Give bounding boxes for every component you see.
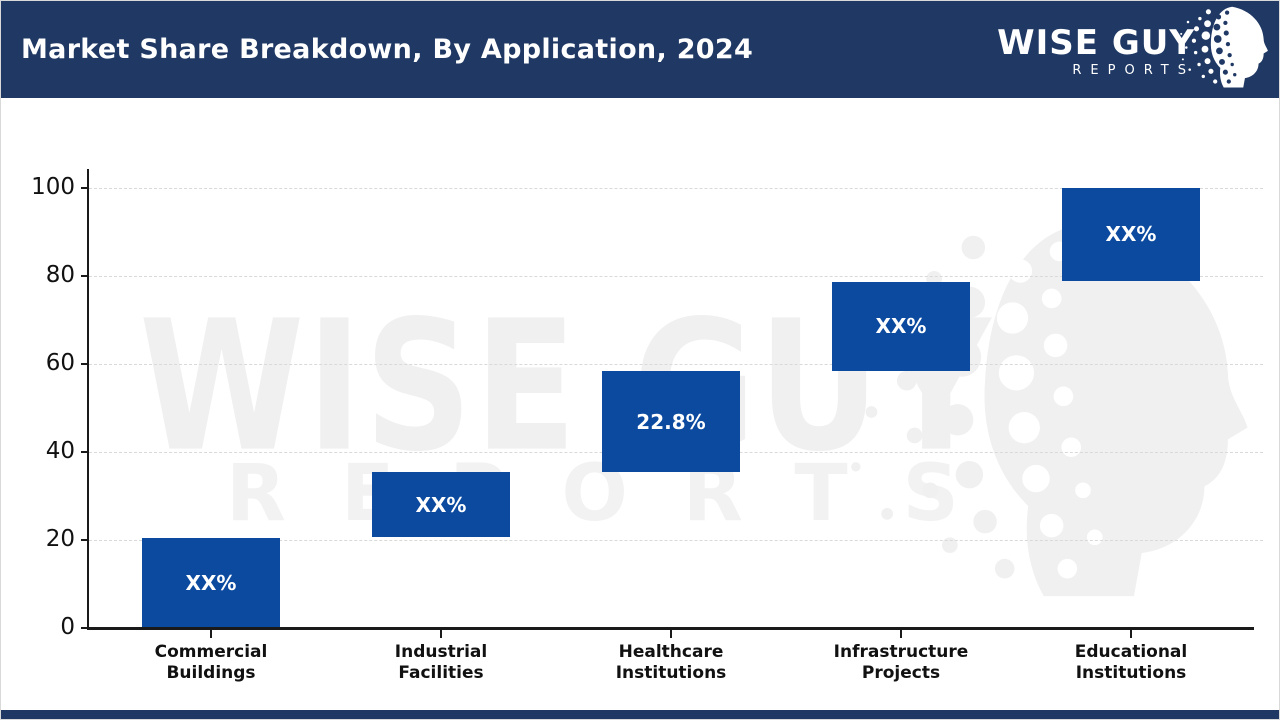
bar-value-label: XX%: [875, 314, 927, 339]
watermark-text-reports: REPORTS: [226, 449, 1014, 539]
y-tick-label-100: 100: [31, 174, 75, 200]
x-tick-mark-industrial-facilities: [440, 630, 442, 638]
y-tick-label-60: 60: [45, 350, 75, 376]
page-title: Market Share Breakdown, By Application, …: [21, 34, 754, 65]
y-tick-mark-0: [81, 627, 89, 629]
y-axis: [87, 169, 89, 630]
bar-industrial-facilities: XX%: [372, 471, 510, 538]
y-tick-label-40: 40: [45, 438, 75, 464]
footer-bar: [1, 710, 1279, 719]
bar-educational-institutions: XX%: [1062, 188, 1200, 281]
bar-value-label: XX%: [1105, 222, 1157, 247]
gridline-100: [89, 188, 1263, 189]
logo-wiseguy-text: WISE GUY: [997, 23, 1195, 63]
category-label-healthcare-institutions: Healthcare Institutions: [615, 642, 727, 683]
bar-value-label: XX%: [415, 492, 467, 517]
y-tick-mark-40: [81, 451, 89, 453]
gridline-20: [89, 540, 1263, 541]
bar-value-label: XX%: [185, 571, 237, 596]
bar-infrastructure-projects: XX%: [832, 282, 970, 371]
category-label-infrastructure-projects: Infrastructure Projects: [833, 642, 969, 683]
category-label-industrial-facilities: Industrial Facilities: [394, 642, 488, 683]
category-label-educational-institutions: Educational Institutions: [1074, 642, 1188, 683]
x-tick-mark-infrastructure-projects: [900, 630, 902, 638]
x-tick-mark-healthcare-institutions: [670, 630, 672, 638]
logo-text: WISE GUY REPORTS: [997, 25, 1195, 78]
y-tick-mark-80: [81, 275, 89, 277]
gridline-60: [89, 364, 1263, 365]
category-label-commercial-buildings: Commercial Buildings: [154, 642, 268, 683]
wiseguy-face-icon: [1180, 6, 1268, 88]
bar-value-label: 22.8%: [636, 409, 706, 434]
gridline-80: [89, 276, 1263, 277]
y-tick-label-0: 0: [60, 614, 75, 640]
logo-reports-text: REPORTS: [1072, 63, 1195, 78]
y-tick-label-20: 20: [45, 526, 75, 552]
bar-healthcare-institutions: 22.8%: [602, 371, 740, 472]
y-tick-label-80: 80: [45, 262, 75, 288]
watermark-face-icon: [843, 224, 1248, 597]
y-tick-mark-100: [81, 187, 89, 189]
x-tick-mark-educational-institutions: [1130, 630, 1132, 638]
bar-commercial-buildings: XX%: [142, 538, 280, 628]
y-tick-mark-60: [81, 363, 89, 365]
x-tick-mark-commercial-buildings: [210, 630, 212, 638]
x-axis: [87, 627, 1254, 630]
y-tick-mark-20: [81, 539, 89, 541]
logo: WISE GUY REPORTS: [997, 1, 1273, 98]
header-bar: Market Share Breakdown, By Application, …: [1, 1, 1279, 98]
